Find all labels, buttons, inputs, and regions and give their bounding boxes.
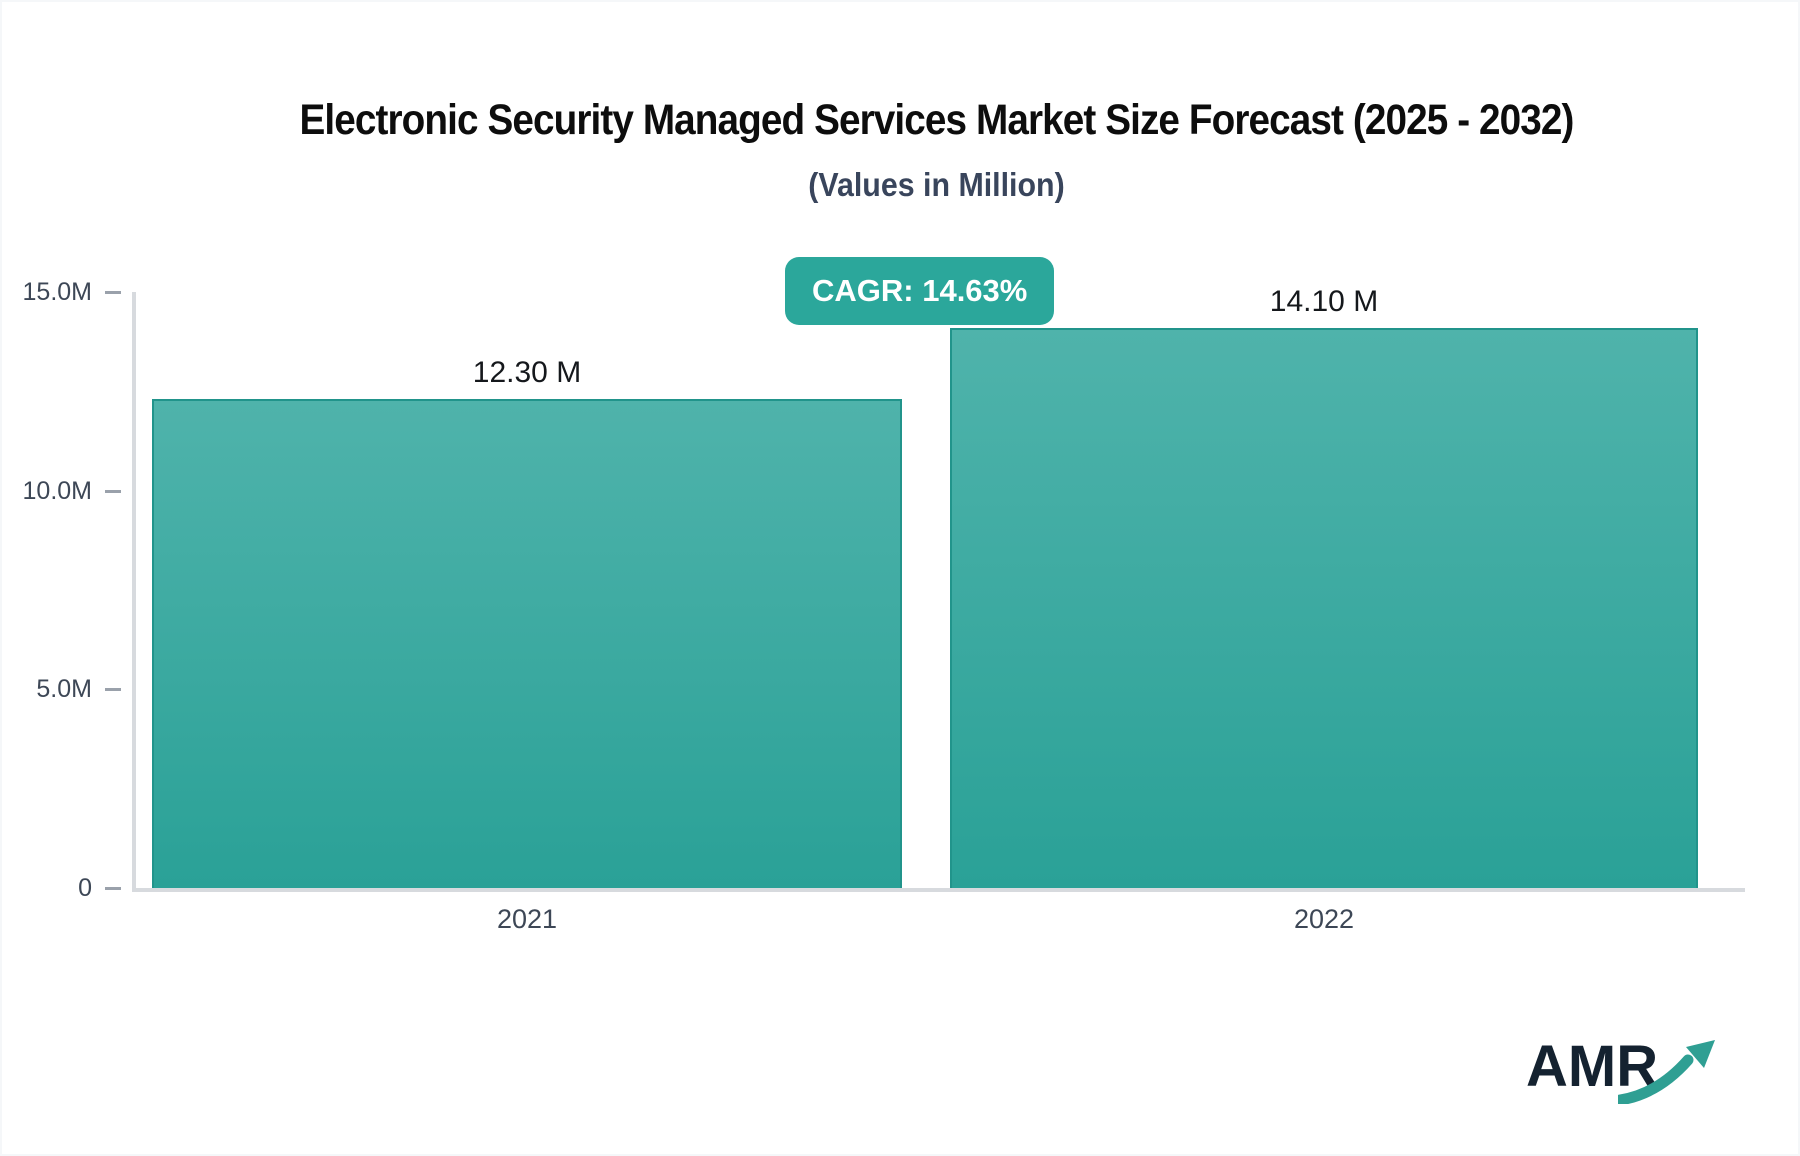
bar-2021[interactable] <box>152 399 902 888</box>
y-tick-mark <box>105 291 121 294</box>
y-tick-mark <box>105 489 121 493</box>
y-tick-mark <box>105 688 121 692</box>
chart-title: Electronic Security Managed Services Mar… <box>299 96 1574 144</box>
y-tick-label: 5.0M <box>36 675 92 704</box>
amr-logo: AMR <box>1526 1034 1756 1114</box>
bar-2022[interactable] <box>950 327 1698 888</box>
amr-logo-arrow-icon <box>1618 1040 1715 1104</box>
y-tick-label: 0 <box>78 874 92 902</box>
x-tick-label: 2021 <box>496 904 558 934</box>
bar-value-label: 14.10 M <box>1269 284 1379 318</box>
x-tick-label: 2022 <box>1293 904 1355 934</box>
y-axis-line <box>132 292 136 892</box>
plot-area: 0 5.0M 10.0M 15.0M 12.30 M 2021 14.10 M 2022 <box>23 278 1745 934</box>
y-tick-label: 15.0M <box>22 278 92 306</box>
amr-logo-text: AMR <box>1526 1034 1659 1099</box>
y-tick-label: 10.0M <box>22 476 92 505</box>
y-tick-mark <box>105 887 121 890</box>
x-axis-line <box>132 888 1745 892</box>
chart-subtitle: (Values in Million) <box>808 166 1065 203</box>
bar-value-label: 12.30 M <box>472 356 582 390</box>
cagr-badge: CAGR: 14.63% <box>785 257 1055 325</box>
